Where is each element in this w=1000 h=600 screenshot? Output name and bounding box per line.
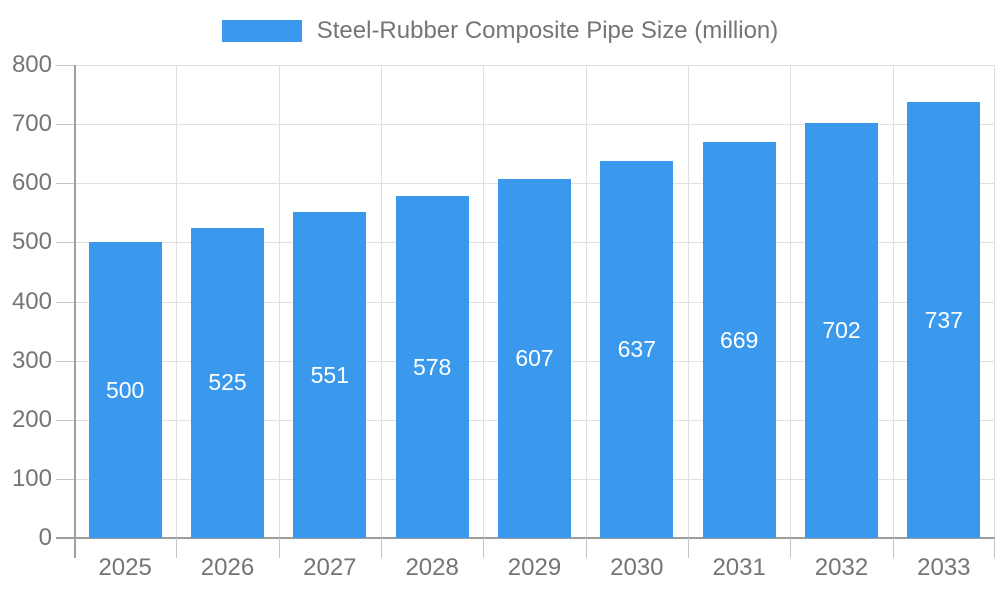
y-tick-label: 0 xyxy=(38,524,52,551)
x-tick-label: 2033 xyxy=(917,554,971,581)
x-tick xyxy=(381,538,382,558)
x-tick xyxy=(688,538,689,558)
x-tick-label: 2026 xyxy=(200,554,255,581)
bar[interactable]: 578 xyxy=(395,196,469,538)
v-gridline xyxy=(688,65,689,538)
v-gridline xyxy=(381,65,382,538)
bar-value-label: 669 xyxy=(719,326,759,353)
y-tick xyxy=(56,361,74,362)
y-tick xyxy=(56,302,74,303)
bar-value-label: 637 xyxy=(617,336,657,363)
legend-swatch xyxy=(221,20,302,42)
bar[interactable]: 737 xyxy=(907,102,981,538)
bar[interactable]: 669 xyxy=(702,142,776,538)
bar-value-label: 500 xyxy=(105,376,145,403)
x-tick xyxy=(176,538,177,558)
x-tick-label: 2028 xyxy=(405,554,459,581)
v-gridline xyxy=(483,65,484,538)
bar-value-label: 702 xyxy=(822,316,861,343)
bar-value-label: 525 xyxy=(208,369,247,396)
x-tick xyxy=(279,538,280,558)
y-tick xyxy=(56,242,74,243)
bar-value-label: 551 xyxy=(310,361,350,388)
y-tick-label: 100 xyxy=(11,464,52,492)
legend-label: Steel-Rubber Composite Pipe Size (millio… xyxy=(316,17,779,44)
bar[interactable]: 551 xyxy=(293,212,367,538)
y-tick-label: 800 xyxy=(11,51,52,78)
x-tick-label: 2027 xyxy=(303,554,357,581)
h-gridline xyxy=(74,65,995,66)
y-tick-label: 700 xyxy=(11,110,52,138)
h-gridline xyxy=(74,124,995,126)
y-tick xyxy=(56,124,74,125)
x-tick xyxy=(586,538,587,558)
bar[interactable]: 607 xyxy=(498,179,571,538)
x-tick-label: 2030 xyxy=(610,554,664,581)
v-gridline xyxy=(790,65,791,538)
x-tick-label: 2029 xyxy=(507,554,562,581)
x-tick xyxy=(893,538,894,558)
x-tick xyxy=(483,538,484,558)
y-tick xyxy=(56,183,74,184)
x-tick xyxy=(790,538,791,558)
y-tick-label: 200 xyxy=(11,405,52,433)
y-tick-label: 400 xyxy=(11,287,52,315)
y-tick xyxy=(56,65,74,66)
plot-area: 500 525 551 578 607 637 669 702 737 xyxy=(56,65,995,558)
bar[interactable]: 500 xyxy=(88,242,162,538)
v-gridline xyxy=(176,65,177,538)
v-gridline xyxy=(586,65,587,538)
bar[interactable]: 525 xyxy=(191,227,264,538)
bar-value-label: 737 xyxy=(924,306,964,333)
x-tick-label: 2031 xyxy=(712,554,766,581)
v-gridline xyxy=(279,65,280,538)
x-axis-line xyxy=(56,537,995,539)
v-gridline xyxy=(893,65,894,538)
bar-value-label: 578 xyxy=(412,353,452,380)
y-tick xyxy=(56,479,74,480)
legend-item[interactable]: Steel-Rubber Composite Pipe Size (millio… xyxy=(0,17,1000,45)
y-axis-line xyxy=(74,65,76,558)
x-tick xyxy=(994,538,995,558)
x-tick-label: 2032 xyxy=(814,554,869,581)
y-tick-label: 500 xyxy=(11,228,52,256)
v-gridline xyxy=(994,65,995,538)
y-tick-label: 300 xyxy=(11,346,52,374)
bar[interactable]: 637 xyxy=(600,161,674,538)
x-tick-label: 2025 xyxy=(98,554,152,581)
bar-value-label: 607 xyxy=(515,345,554,372)
y-tick xyxy=(56,420,74,421)
y-tick-label: 600 xyxy=(11,169,52,197)
bar[interactable]: 702 xyxy=(805,122,878,538)
